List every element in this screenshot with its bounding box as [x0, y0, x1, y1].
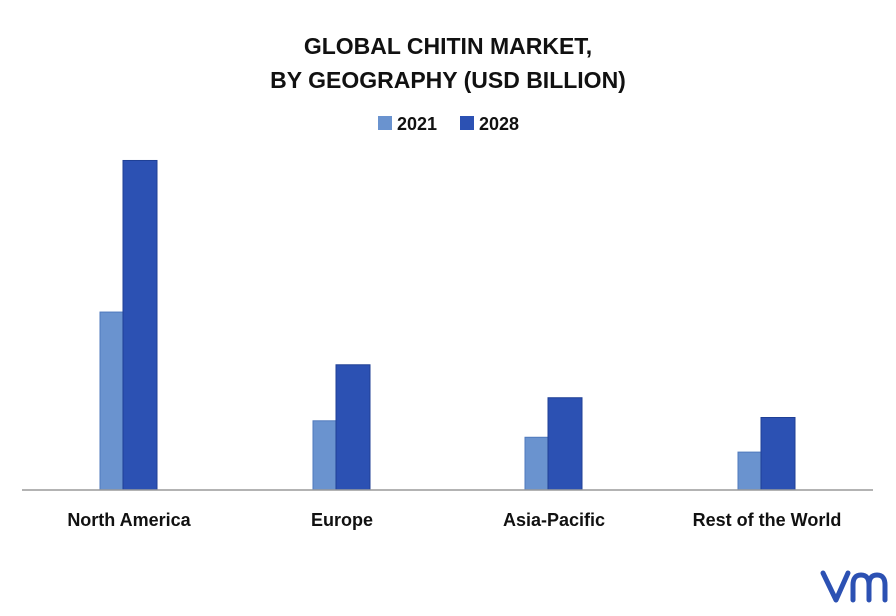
x-tick-labels: North America Europe Asia-Pacific Rest of t… — [67, 510, 841, 530]
bar-2028-north-america — [122, 159, 158, 491]
vmr-logo — [820, 570, 888, 603]
bar-2028-asia-pacific — [547, 397, 583, 491]
legend: 2021 2028 — [378, 114, 519, 134]
logo-m-stroke — [850, 572, 888, 603]
x-tick-label-rest-of-the-world: Rest of the World — [693, 510, 842, 530]
legend-swatch-2028 — [460, 116, 474, 130]
legend-label-2028: 2028 — [479, 114, 519, 134]
x-tick-label-north-america: North America — [67, 510, 191, 530]
legend-label-2021: 2021 — [397, 114, 437, 134]
bar-2028-europe — [335, 364, 371, 491]
bar-2021-asia-pacific — [524, 436, 550, 491]
logo-v-stroke — [820, 570, 851, 603]
legend-swatch-2021 — [378, 116, 392, 130]
bar-2021-rest-of-the-world — [737, 451, 763, 491]
bar-2021-europe — [312, 420, 338, 491]
x-tick-label-asia-pacific: Asia-Pacific — [503, 510, 605, 530]
chart-title-line-2: BY GEOGRAPHY (USD BILLION) — [270, 67, 626, 93]
chart-title-line-1: GLOBAL CHITIN MARKET, — [304, 33, 592, 59]
bars-group — [99, 159, 796, 491]
x-tick-label-europe: Europe — [311, 510, 373, 530]
bar-2028-rest-of-the-world — [760, 417, 796, 491]
bar-2021-north-america — [99, 311, 125, 491]
